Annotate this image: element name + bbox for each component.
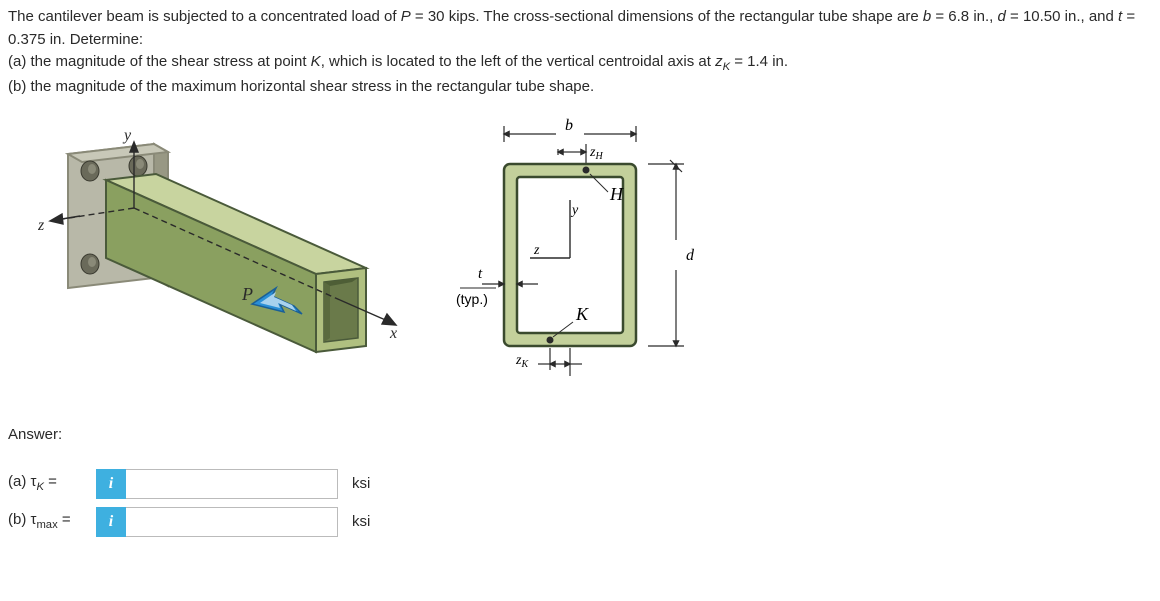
- txt: (a) the magnitude of the shear stress at…: [8, 53, 311, 70]
- sub-b: max: [36, 519, 57, 531]
- svg-text:y: y: [122, 127, 132, 144]
- svg-text:t: t: [478, 266, 483, 282]
- var-P: P: [401, 8, 411, 25]
- txt: = 1.4 in.: [730, 53, 788, 70]
- svg-text:b: b: [565, 117, 573, 134]
- eq: =: [44, 473, 57, 490]
- var-d: d: [998, 8, 1006, 25]
- answer-label: Answer:: [8, 424, 1152, 447]
- answer-row-b: (b) τmax = i ksi: [8, 507, 1152, 537]
- prefix-b: (b) τ: [8, 511, 36, 528]
- svg-text:d: d: [686, 247, 695, 264]
- unit-a: ksi: [352, 473, 370, 496]
- info-icon[interactable]: i: [96, 469, 126, 499]
- eq: =: [58, 511, 71, 528]
- answer-input-a[interactable]: [126, 469, 338, 499]
- info-icon[interactable]: i: [96, 507, 126, 537]
- svg-text:P: P: [241, 284, 253, 304]
- svg-text:z: z: [533, 243, 540, 258]
- problem-statement: The cantilever beam is subjected to a co…: [8, 6, 1152, 98]
- sub-a: K: [36, 481, 44, 493]
- svg-text:zK: zK: [515, 353, 529, 370]
- var-K: K: [311, 53, 321, 70]
- svg-text:K: K: [575, 304, 589, 324]
- txt: The cantilever beam is subjected to a co…: [8, 8, 401, 25]
- txt: = 6.8 in.,: [931, 8, 997, 25]
- txt: = 10.50 in., and: [1006, 8, 1118, 25]
- txt: = 30 kips. The cross-sectional dimension…: [411, 8, 923, 25]
- sub-K: K: [723, 61, 731, 73]
- svg-text:(typ.): (typ.): [456, 291, 488, 307]
- prefix-a: (a) τ: [8, 473, 36, 490]
- figure-2d-section: b zH y z H K t (typ.: [438, 116, 738, 396]
- svg-text:x: x: [389, 325, 397, 342]
- txt: , which is located to the left of the ve…: [321, 53, 715, 70]
- svg-text:z: z: [38, 217, 45, 234]
- svg-text:zH: zH: [589, 145, 603, 162]
- answer-input-b[interactable]: [126, 507, 338, 537]
- answer-section: Answer: (a) τK = i ksi (b) τmax = i ksi: [8, 424, 1152, 537]
- figure-row: y z x P: [38, 116, 1152, 396]
- unit-b: ksi: [352, 511, 370, 534]
- var-b: b: [923, 8, 931, 25]
- answer-row-a: (a) τK = i ksi: [8, 469, 1152, 499]
- figure-3d-beam: y z x P: [38, 116, 418, 396]
- txt: (b) the magnitude of the maximum horizon…: [8, 76, 1152, 99]
- var-z: z: [715, 53, 723, 70]
- svg-text:H: H: [609, 184, 624, 204]
- svg-text:y: y: [570, 203, 579, 218]
